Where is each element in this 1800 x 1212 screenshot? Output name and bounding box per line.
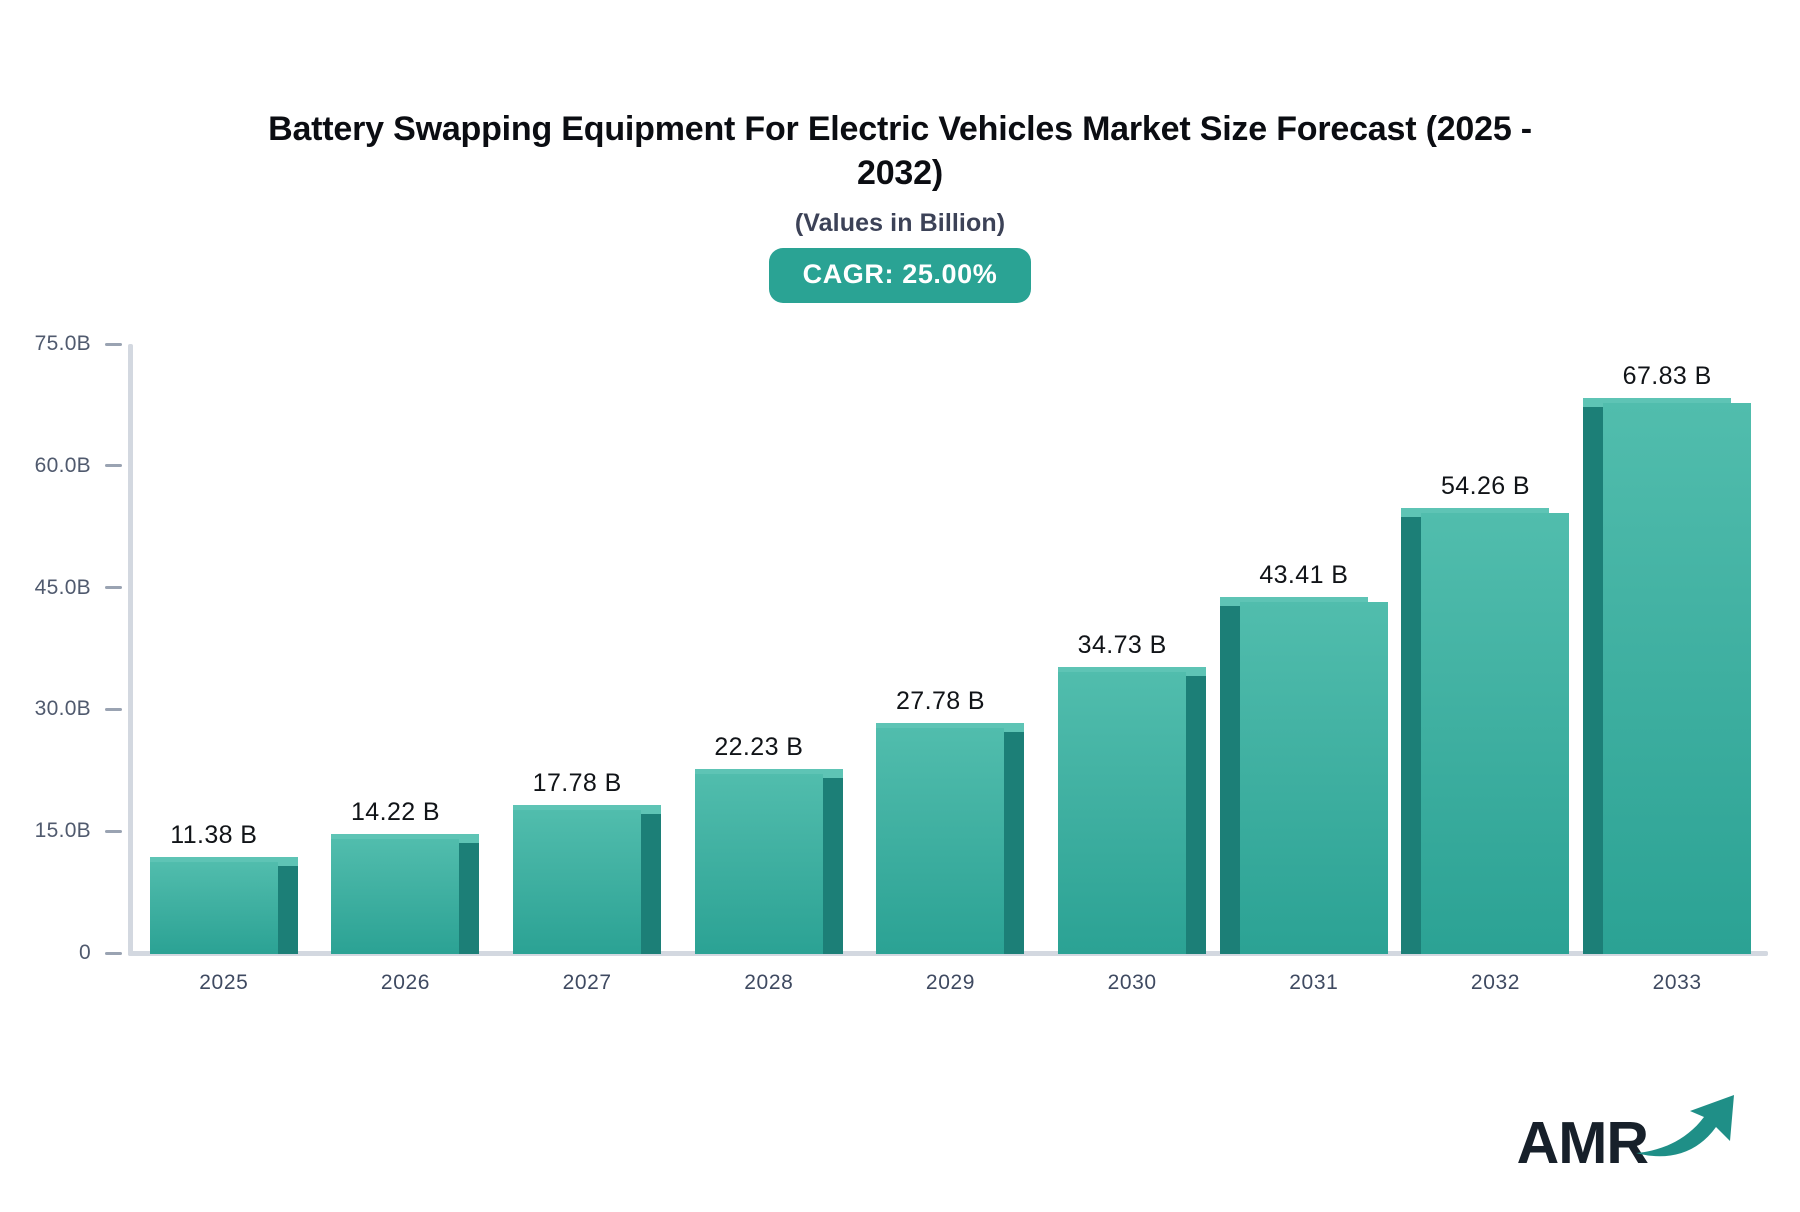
bar-value-label: 27.78 B bbox=[895, 687, 985, 716]
y-axis-tick: 60.0B bbox=[0, 454, 122, 478]
x-axis-tick-label: 2032 bbox=[1470, 971, 1521, 994]
bar[interactable]: 27.78 B bbox=[876, 687, 1025, 954]
y-axis-tick: 75.0B bbox=[0, 332, 122, 356]
y-axis-tick-label: 30.0B bbox=[34, 697, 91, 721]
y-axis-tick: 15.0B bbox=[0, 819, 122, 843]
bar-front-face bbox=[1603, 403, 1752, 954]
bar[interactable]: 34.73 B bbox=[1058, 631, 1207, 954]
x-axis-tick-label: 2028 bbox=[744, 971, 794, 994]
bar-top-face bbox=[513, 804, 662, 814]
bar-side-face bbox=[459, 842, 480, 954]
chart-header: Battery Swapping Equipment For Electric … bbox=[0, 0, 1800, 304]
bar-side-face bbox=[1401, 517, 1422, 954]
y-axis-tick-mark bbox=[105, 951, 122, 955]
bar-column[interactable]: 34.73 B bbox=[1041, 344, 1223, 954]
y-axis-tick-label: 0 bbox=[79, 941, 91, 964]
bar-side-face bbox=[277, 865, 298, 954]
bar[interactable]: 17.78 B bbox=[513, 769, 662, 954]
x-axis-tick-label: 2031 bbox=[1289, 971, 1339, 994]
cagr-badge-container: CAGR: 25.00% bbox=[0, 248, 1800, 304]
bar-top-face bbox=[1583, 398, 1732, 408]
x-axis-tick-label: 2030 bbox=[1107, 971, 1157, 994]
y-axis-tick-label: 60.0B bbox=[34, 453, 91, 477]
bar-front-face bbox=[513, 809, 642, 954]
bar-value-label: 67.83 B bbox=[1622, 362, 1712, 391]
cagr-badge: CAGR: 25.00% bbox=[768, 248, 1032, 304]
x-axis-tick-label: 2026 bbox=[380, 971, 431, 994]
x-axis-tick-label: 2033 bbox=[1652, 971, 1702, 994]
bar-value-label: 54.26 B bbox=[1440, 472, 1530, 501]
x-axis-tick-label: 2027 bbox=[562, 971, 612, 994]
bar-value-label: 22.23 B bbox=[714, 732, 804, 761]
chart-subtitle: (Values in Billion) bbox=[794, 209, 1006, 238]
bar-value-label: 17.78 B bbox=[532, 768, 622, 797]
bar-top-face bbox=[149, 856, 298, 866]
amr-logo: AMR bbox=[1516, 1089, 1742, 1176]
y-axis-tick-mark bbox=[105, 342, 122, 346]
y-axis-tick-label: 75.0B bbox=[34, 332, 91, 355]
bar-top-face bbox=[1058, 667, 1207, 676]
bar[interactable]: 11.38 B bbox=[149, 821, 298, 954]
bar-front-face bbox=[876, 728, 1005, 954]
bar-front-face bbox=[694, 773, 823, 954]
bar-column[interactable]: 67.83 B bbox=[1583, 344, 1768, 954]
bar-top-face bbox=[694, 768, 843, 778]
bar-value-label: 34.73 B bbox=[1077, 631, 1167, 659]
amr-logo-text: AMR bbox=[1516, 1109, 1649, 1176]
y-axis-tick-mark bbox=[105, 829, 122, 833]
y-axis-tick: 0 bbox=[0, 941, 122, 965]
bar-front-face bbox=[331, 838, 460, 954]
bar-side-face bbox=[1219, 605, 1240, 954]
bar-column[interactable]: 14.22 B bbox=[315, 344, 497, 954]
bar-side-face bbox=[1186, 676, 1207, 954]
bar-value-label: 11.38 B bbox=[170, 820, 258, 849]
bar-series: 11.38 B 14.22 B 17.78 B 22.23 B 27.78 B 34.73… bbox=[133, 344, 1768, 954]
bar-front-face bbox=[1421, 513, 1570, 954]
bar-side-face bbox=[1004, 732, 1025, 954]
bar-top-face bbox=[331, 833, 480, 843]
page-title: Battery Swapping Equipment For Electric … bbox=[268, 110, 1532, 192]
bar-front-face bbox=[1058, 672, 1187, 954]
bar-column[interactable]: 27.78 B bbox=[860, 344, 1042, 954]
bar-value-label: 43.41 B bbox=[1259, 560, 1349, 589]
bar-top-face bbox=[1219, 596, 1368, 606]
bar[interactable]: 67.83 B bbox=[1583, 362, 1752, 954]
x-axis-tick-label: 2025 bbox=[199, 971, 249, 994]
bar-column[interactable]: 22.23 B bbox=[678, 344, 860, 954]
bar-top-face bbox=[1401, 508, 1550, 518]
bar-side-face bbox=[1583, 407, 1604, 954]
y-axis-tick-mark bbox=[105, 707, 122, 711]
bar-top-face bbox=[876, 723, 1025, 733]
bar-side-face bbox=[822, 777, 843, 954]
y-axis-tick: 45.0B bbox=[0, 576, 122, 600]
y-axis-tick-mark bbox=[105, 464, 122, 468]
x-axis-tick-label: 2029 bbox=[925, 971, 976, 994]
bar[interactable]: 22.23 B bbox=[694, 733, 843, 954]
bar-column[interactable]: 17.78 B bbox=[496, 344, 678, 954]
y-axis-line bbox=[128, 344, 133, 956]
bar[interactable]: 14.22 B bbox=[331, 798, 480, 954]
bar-column[interactable]: 43.41 B bbox=[1219, 344, 1405, 954]
growth-arrow-icon bbox=[1634, 1089, 1742, 1168]
bar-front-face bbox=[1239, 601, 1388, 954]
y-axis-tick-label: 45.0B bbox=[34, 575, 91, 599]
bar[interactable]: 43.41 B bbox=[1219, 561, 1388, 954]
bar-front-face bbox=[149, 861, 278, 954]
y-axis-tick-label: 15.0B bbox=[34, 819, 91, 843]
y-axis-tick-mark bbox=[105, 586, 122, 590]
bar-column[interactable]: 11.38 B bbox=[133, 344, 315, 954]
bar[interactable]: 54.26 B bbox=[1401, 472, 1570, 954]
bar-side-face bbox=[641, 813, 662, 954]
bar-value-label: 14.22 B bbox=[350, 797, 440, 826]
bar-column[interactable]: 54.26 B bbox=[1401, 344, 1587, 954]
y-axis-tick: 30.0B bbox=[0, 697, 122, 721]
